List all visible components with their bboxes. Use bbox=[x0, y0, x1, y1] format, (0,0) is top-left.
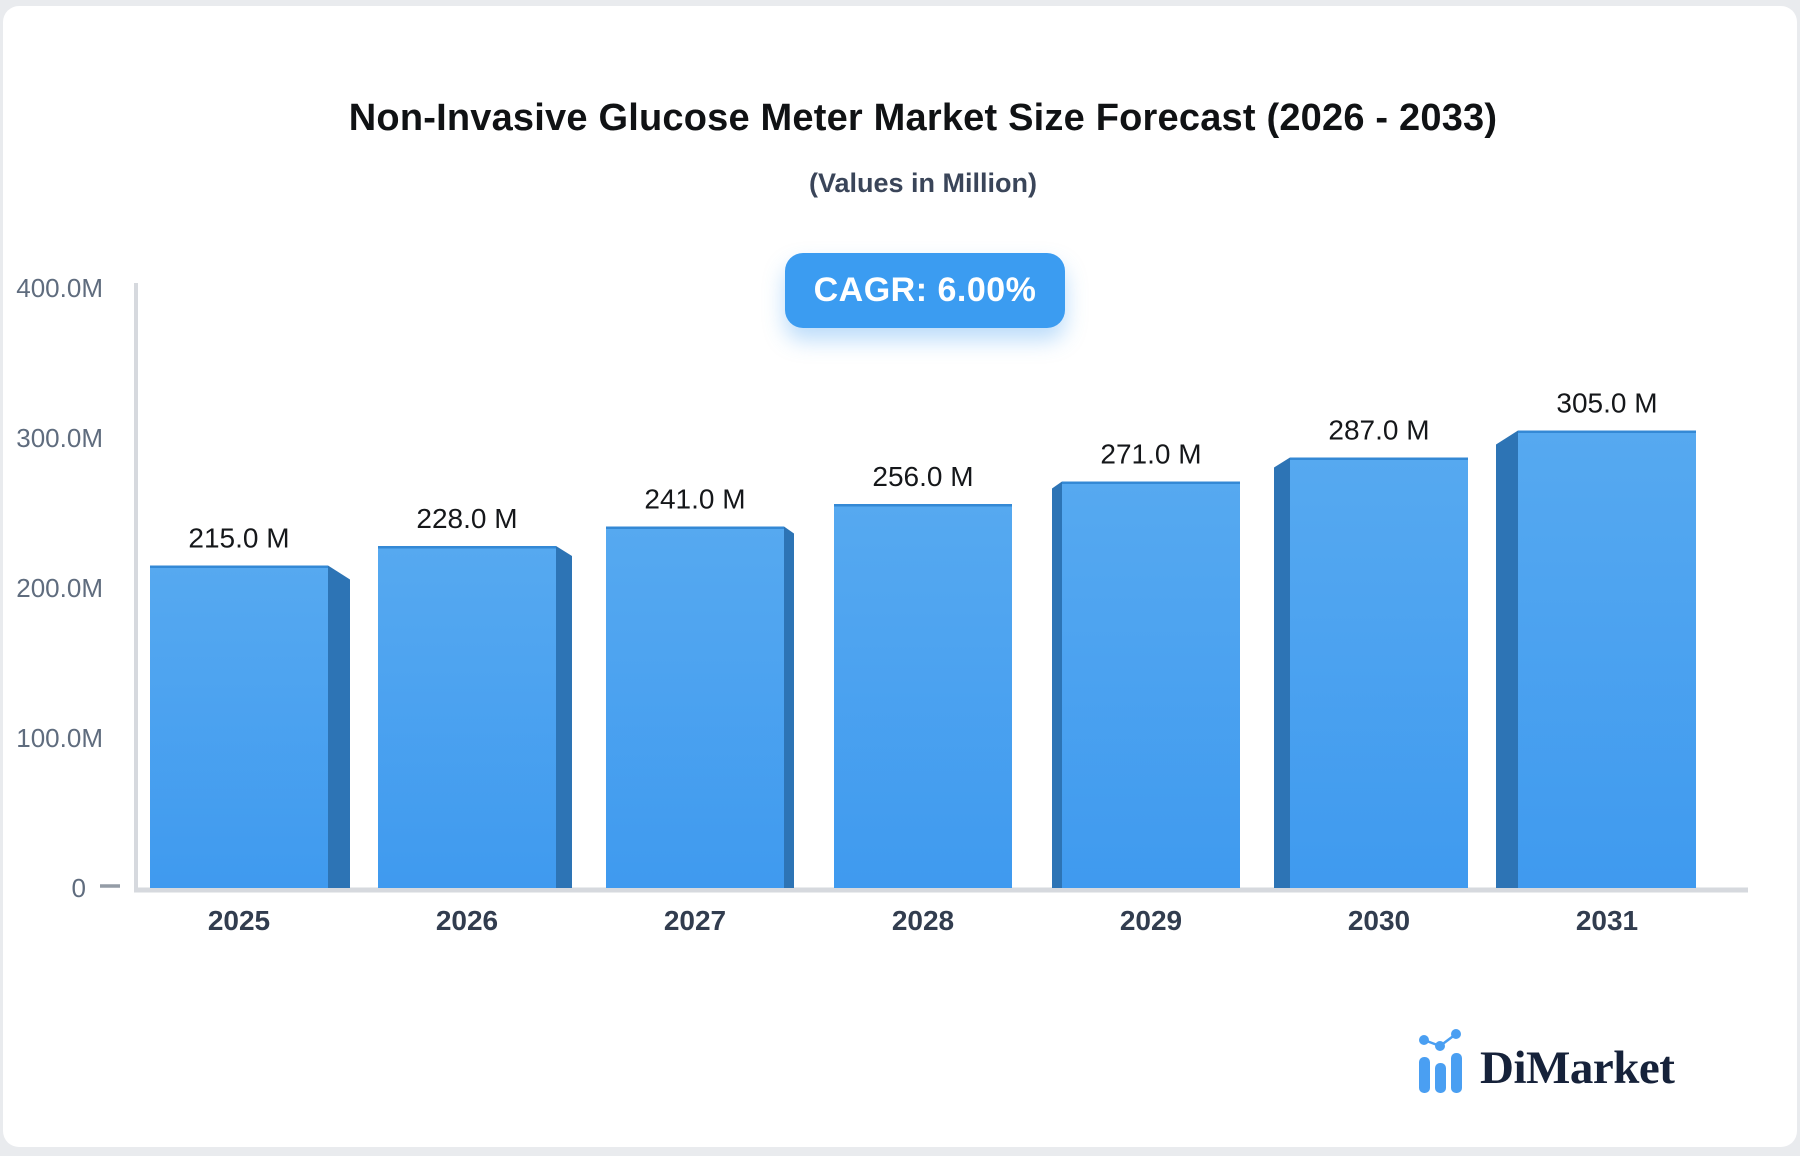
x-axis-label-2027: 2027 bbox=[664, 905, 726, 936]
bar-2029 bbox=[1062, 481, 1240, 888]
bar-value-label: 256.0 M bbox=[872, 461, 973, 492]
bar-2031 bbox=[1518, 430, 1696, 888]
bar-2026 bbox=[378, 546, 556, 888]
logo-text: DiMarket bbox=[1480, 1042, 1675, 1094]
x-axis-label-2026: 2026 bbox=[436, 905, 498, 936]
cagr-badge: CAGR: 6.00% bbox=[785, 253, 1065, 328]
bar-value-label: 215.0 M bbox=[188, 523, 289, 554]
x-axis-label-2030: 2030 bbox=[1348, 905, 1410, 936]
x-axis-label-2031: 2031 bbox=[1576, 905, 1638, 936]
bar-side-face bbox=[556, 546, 572, 888]
bar-value-label: 305.0 M bbox=[1556, 388, 1657, 419]
bar-value-label: 228.0 M bbox=[416, 503, 517, 534]
y-axis-tick-label: 200.0M bbox=[16, 573, 103, 603]
bar-side-face bbox=[1274, 457, 1290, 888]
cagr-badge-label: CAGR: 6.00% bbox=[813, 271, 1037, 309]
x-axis-label-2029: 2029 bbox=[1120, 905, 1182, 936]
y-axis-tick-label: 300.0M bbox=[16, 423, 103, 453]
page-title: Non-Invasive Glucose Meter Market Size F… bbox=[348, 97, 1498, 139]
x-axis-label-2025: 2025 bbox=[208, 905, 270, 936]
bar-value-label: 241.0 M bbox=[644, 484, 745, 515]
dimarket-logo: DiMarket bbox=[1418, 1022, 1675, 1094]
bar-side-face bbox=[1496, 430, 1518, 888]
bar-value-label: 271.0 M bbox=[1100, 439, 1201, 470]
bar-side-face bbox=[1052, 481, 1062, 888]
bar-side-face bbox=[328, 565, 350, 888]
y-axis-tick-label: 0 bbox=[72, 873, 86, 903]
bar-2027 bbox=[606, 526, 784, 888]
bar-2030 bbox=[1290, 457, 1468, 888]
bar-side-face bbox=[784, 526, 794, 888]
bar-2025 bbox=[150, 565, 328, 888]
bar-2028 bbox=[834, 504, 1012, 888]
y-axis-tick-label: 100.0M bbox=[16, 723, 103, 753]
y-axis-tick-label: 400.0M bbox=[16, 273, 103, 303]
bar-value-label: 287.0 M bbox=[1328, 415, 1429, 446]
page-subtitle: (Values in Million) bbox=[808, 168, 1038, 198]
bar-chart-sparkline-icon bbox=[1419, 1029, 1462, 1093]
x-axis-label-2028: 2028 bbox=[892, 905, 954, 936]
